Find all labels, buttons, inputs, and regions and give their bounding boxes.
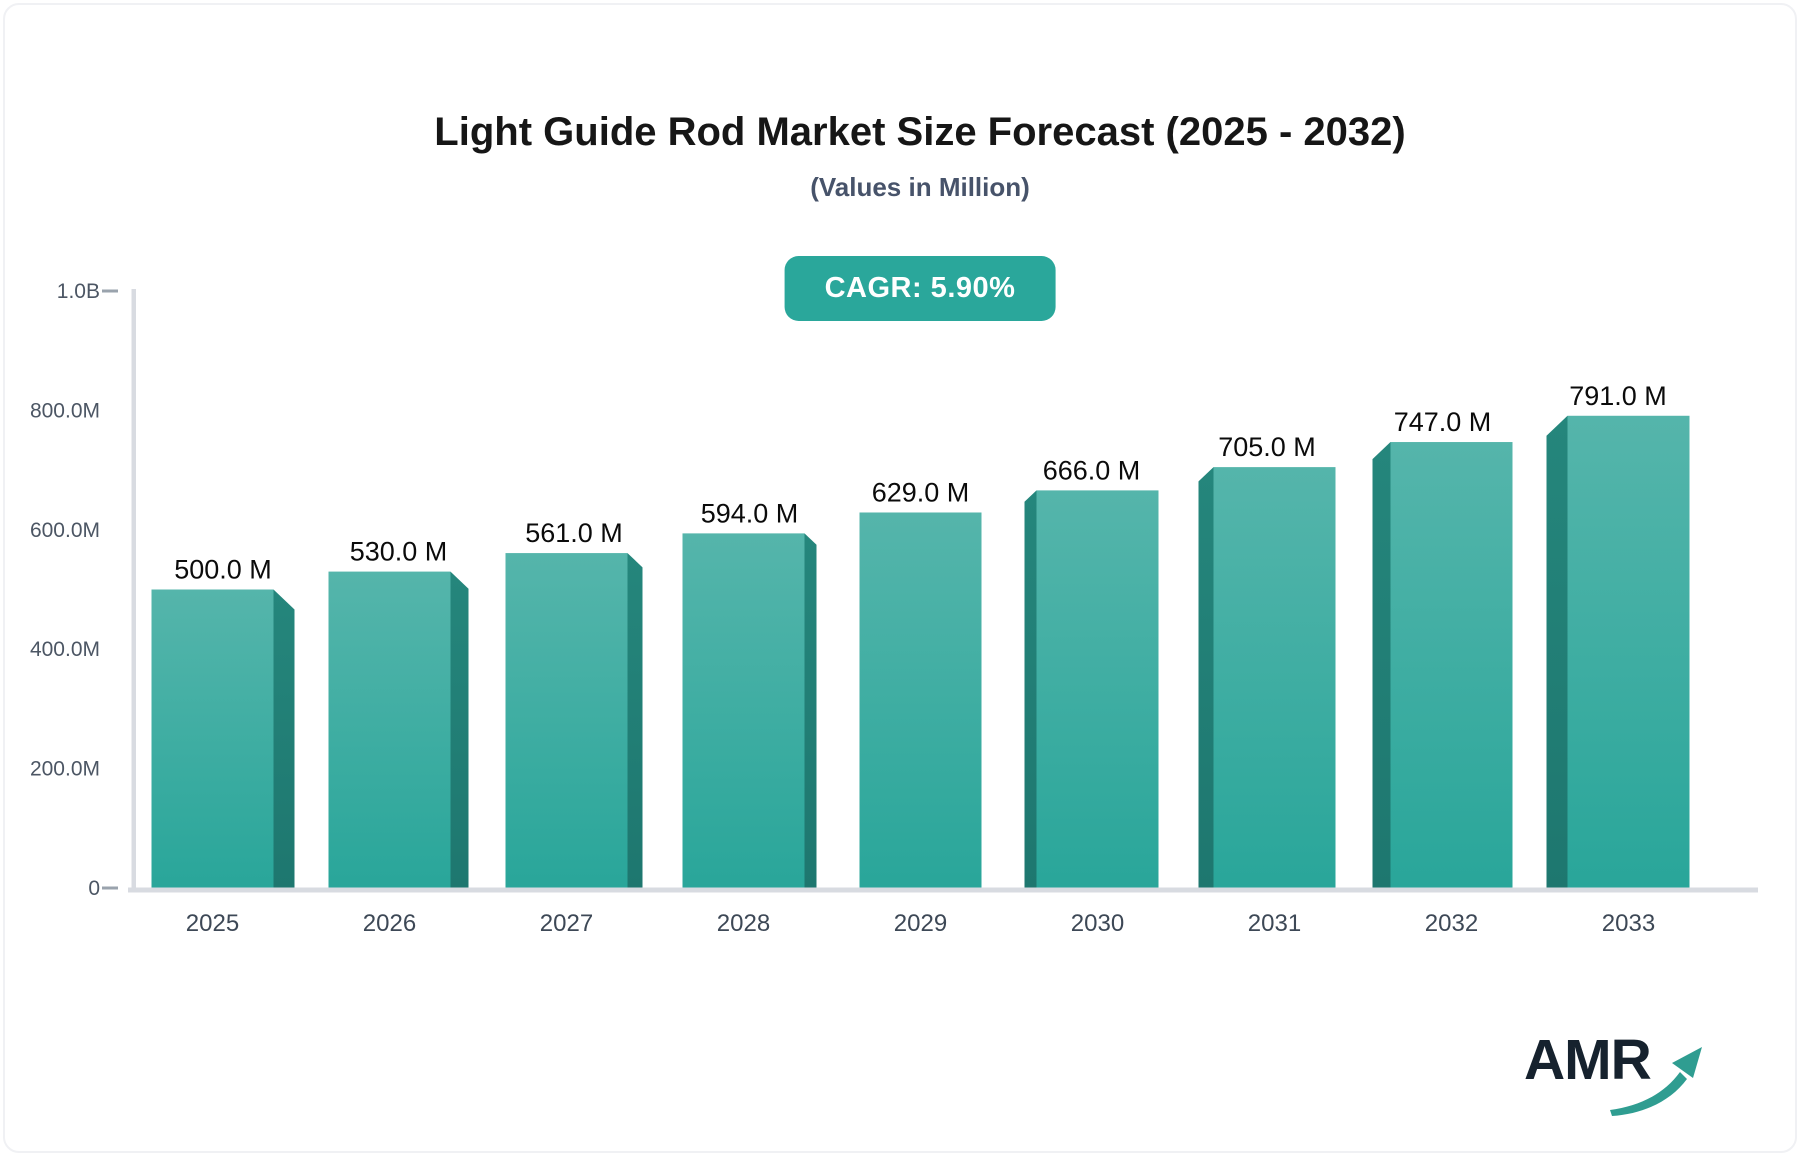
bar-2028 <box>682 533 805 888</box>
bar-2025 <box>151 589 274 888</box>
chart-title: Light Guide Rod Market Size Forecast (20… <box>434 110 1406 154</box>
bar-value-label: 705.0 M <box>1218 432 1316 462</box>
bar-2033 <box>1567 415 1690 888</box>
bar-value-label: 629.0 M <box>872 477 970 507</box>
x-axis-label: 2029 <box>894 910 947 937</box>
bar-value-label: 594.0 M <box>701 498 799 528</box>
x-axis-label: 2027 <box>540 910 593 937</box>
x-axis-label: 2032 <box>1425 910 1478 937</box>
bar-2030 <box>1036 490 1159 888</box>
bar-value-label: 561.0 M <box>525 518 623 548</box>
amr-logo: AMR <box>1524 1032 1714 1127</box>
bar-value-label: 791.0 M <box>1569 381 1667 411</box>
bar-2031 <box>1213 467 1336 888</box>
y-axis-line <box>131 289 136 889</box>
bar-side-face <box>1198 467 1214 888</box>
y-axis-tick <box>102 289 118 293</box>
y-axis-label: 0 <box>88 877 100 900</box>
bar-side-face <box>1024 490 1037 888</box>
bar-value-label: 500.0 M <box>174 555 272 585</box>
bar-2029 <box>859 512 982 888</box>
bar-side-face <box>1546 415 1568 888</box>
y-axis-label: 200.0M <box>30 758 100 781</box>
x-axis-label: 2025 <box>186 910 239 937</box>
x-axis-label: 2030 <box>1071 910 1124 937</box>
bar-side-face <box>1372 442 1391 888</box>
y-axis-label: 1.0B <box>57 280 100 303</box>
cagr-badge: CAGR: 5.90% <box>784 256 1056 321</box>
bar-side-face <box>627 553 643 888</box>
amr-logo-text: AMR <box>1524 1028 1652 1092</box>
y-axis-label: 400.0M <box>30 638 100 661</box>
bar-side-face <box>273 589 295 888</box>
bar-2026 <box>328 571 451 888</box>
x-axis-label: 2031 <box>1248 910 1301 937</box>
x-axis-label: 2026 <box>363 910 416 937</box>
bar-side-face <box>804 533 817 888</box>
bar-side-face <box>450 571 469 888</box>
bar-value-label: 666.0 M <box>1043 455 1141 485</box>
bar-value-label: 530.0 M <box>350 537 448 567</box>
bar-2027 <box>505 553 628 888</box>
y-axis-tick <box>102 886 118 890</box>
bar-2032 <box>1390 442 1513 888</box>
y-axis-label: 600.0M <box>30 519 100 542</box>
y-axis-label: 800.0M <box>30 399 100 422</box>
bar-value-label: 747.0 M <box>1394 407 1492 437</box>
chart-subtitle: (Values in Million) <box>810 172 1030 202</box>
growth-arrow-icon <box>1610 1047 1702 1116</box>
x-axis-line <box>128 887 1758 893</box>
x-axis-label: 2028 <box>717 910 770 937</box>
x-axis-label: 2033 <box>1602 910 1655 937</box>
